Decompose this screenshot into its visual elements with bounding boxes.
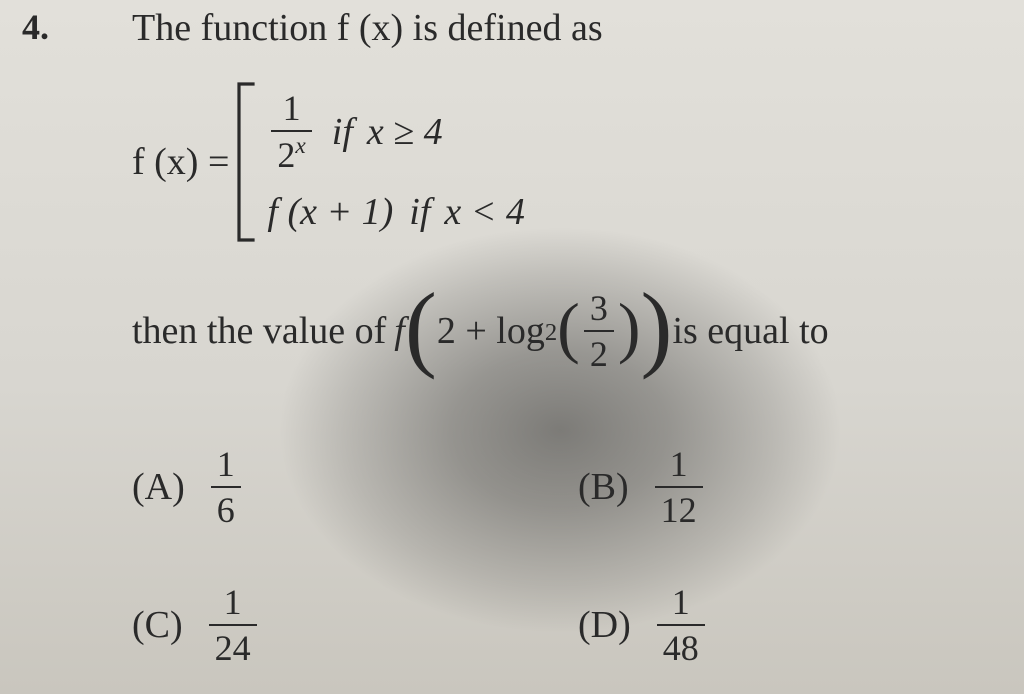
option-C-den: 24 (209, 630, 257, 666)
left-bracket-icon (235, 82, 257, 242)
case-2: f (x + 1) if x < 4 (267, 190, 525, 234)
option-A-label: (A) (132, 465, 185, 509)
then-f: f (394, 309, 405, 353)
case1-if: if (332, 110, 353, 154)
case1-num: 1 (277, 90, 307, 126)
option-C-label: (C) (132, 603, 183, 647)
case1-den-base: 2 (277, 135, 295, 175)
option-A-num: 1 (211, 446, 241, 482)
case2-if: if (409, 190, 430, 234)
frac-bar-icon (584, 330, 614, 332)
frac-bar-icon (211, 486, 241, 488)
piecewise-definition: f (x) = 1 2x if x ≥ 4 f (x + 1) if (132, 82, 525, 242)
log-arg-fraction: 3 2 (584, 290, 614, 372)
lhs: f (x) = (132, 140, 229, 184)
option-C-num: 1 (218, 584, 248, 620)
then-prefix: then the value of (132, 309, 386, 353)
option-D-label: (D) (578, 603, 631, 647)
case1-den: 2x (271, 136, 311, 173)
option-A[interactable]: (A) 1 6 (132, 446, 518, 528)
arg-num: 3 (584, 290, 614, 326)
case2-expr: f (x + 1) (267, 190, 393, 234)
then-line: then the value of f ( 2 + log2 ( 3 2 ) )… (132, 290, 829, 372)
option-D-den: 48 (657, 630, 705, 666)
option-B-den: 12 (655, 492, 703, 528)
rparen-outer-icon: ) (640, 293, 672, 360)
question-stem: The function f (x) is defined as (132, 6, 603, 50)
rparen-inner-icon: ) (618, 304, 641, 352)
option-A-frac: 1 6 (211, 446, 241, 528)
lparen-inner-icon: ( (557, 304, 580, 352)
option-D-num: 1 (666, 584, 696, 620)
cases: 1 2x if x ≥ 4 f (x + 1) if x < 4 (267, 82, 525, 242)
case-1: 1 2x if x ≥ 4 (267, 90, 525, 173)
case2-cond: x < 4 (444, 190, 525, 234)
inner-lead: 2 + log (437, 309, 545, 353)
log-base: 2 (545, 319, 557, 347)
case1-cond: x ≥ 4 (367, 110, 443, 154)
frac-bar-icon (657, 624, 705, 626)
arg-den: 2 (584, 336, 614, 372)
frac-bar-icon (655, 486, 703, 488)
case1-den-exp: x (295, 133, 305, 159)
option-B-frac: 1 12 (655, 446, 703, 528)
lparen-outer-icon: ( (405, 293, 437, 360)
frac-bar-icon (209, 624, 257, 626)
frac-bar-icon (271, 130, 311, 132)
option-C-frac: 1 24 (209, 584, 257, 666)
option-D-frac: 1 48 (657, 584, 705, 666)
option-B-num: 1 (664, 446, 694, 482)
option-A-den: 6 (211, 492, 241, 528)
case1-fraction: 1 2x (271, 90, 311, 173)
then-suffix: is equal to (672, 309, 828, 353)
option-B-label: (B) (578, 465, 629, 509)
question-page: 4. The function f (x) is defined as f (x… (0, 0, 1024, 694)
option-D[interactable]: (D) 1 48 (578, 584, 964, 666)
option-C[interactable]: (C) 1 24 (132, 584, 518, 666)
question-number: 4. (22, 6, 49, 48)
option-B[interactable]: (B) 1 12 (578, 446, 964, 528)
options-grid: (A) 1 6 (B) 1 12 (C) 1 24 (D) (132, 446, 964, 666)
